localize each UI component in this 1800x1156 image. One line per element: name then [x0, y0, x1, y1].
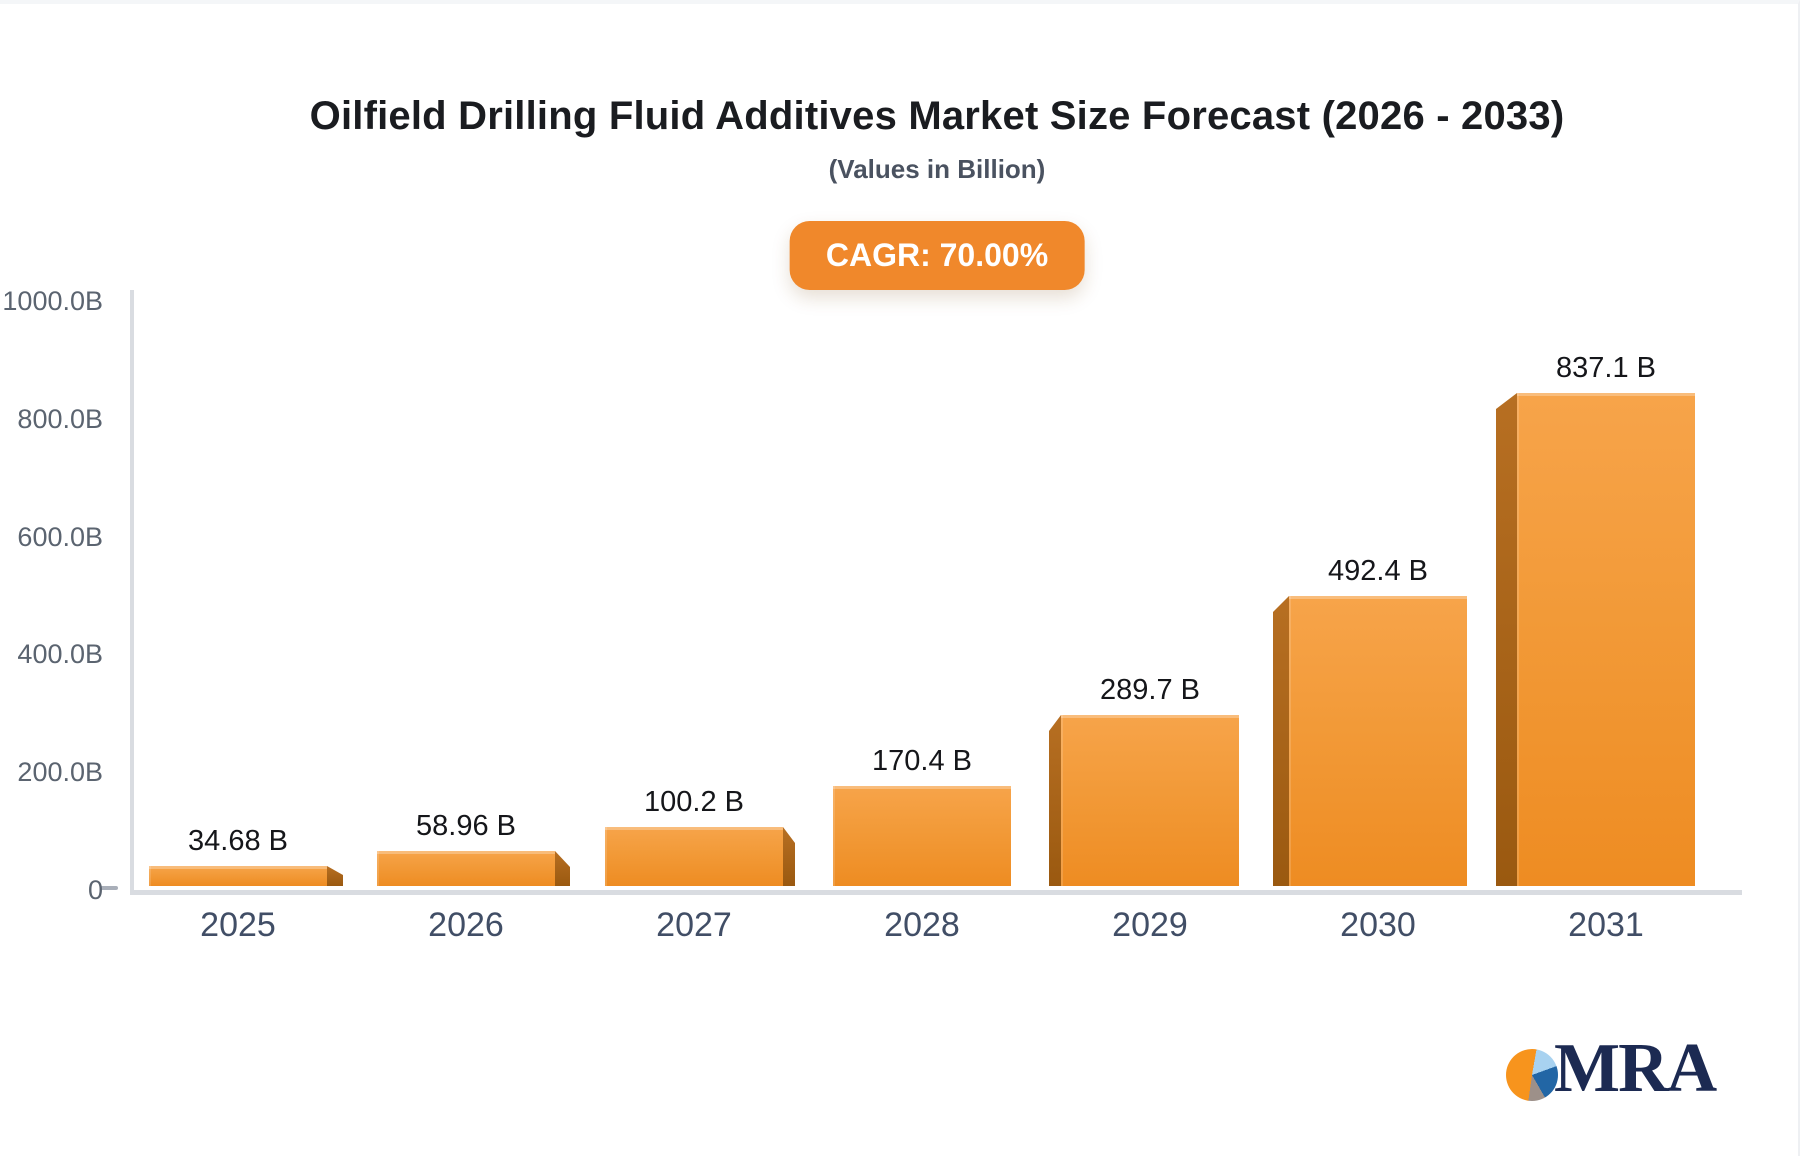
- bar-side-2027: [783, 827, 795, 886]
- zero-tick-mark: [100, 886, 118, 890]
- x-tick-label: 2025: [200, 906, 276, 944]
- logo-text: MRA: [1554, 1030, 1717, 1107]
- y-tick-label: 0: [87, 875, 103, 905]
- bar-value-label: 170.4 B: [872, 745, 972, 777]
- bar-value-label: 100.2 B: [644, 786, 744, 818]
- y-tick-label: 800.0B: [17, 403, 103, 434]
- bar-value-label: 289.7 B: [1100, 674, 1200, 706]
- bar-value-label: 34.68 B: [188, 825, 288, 857]
- bar-side-2030: [1273, 596, 1289, 886]
- y-tick-label: 200.0B: [17, 757, 103, 788]
- bar-side-2026: [555, 851, 570, 886]
- chart-title: Oilfield Drilling Fluid Additives Market…: [309, 94, 1565, 138]
- bar-2031: [1517, 393, 1695, 886]
- bar-value-label: 837.1 B: [1556, 352, 1656, 384]
- y-tick-label: 400.0B: [17, 639, 103, 670]
- x-tick-label: 2031: [1568, 906, 1644, 944]
- bar-2027: [605, 827, 783, 886]
- chart-header: Oilfield Drilling Fluid Additives Market…: [310, 92, 1565, 290]
- bar-side-2031: [1496, 393, 1517, 886]
- x-tick-label: 2029: [1112, 906, 1188, 944]
- logo-pie-icon: [1506, 1049, 1558, 1101]
- x-tick-label: 2026: [428, 906, 504, 944]
- logo: MRA: [1506, 1030, 1717, 1107]
- bar-side-2029: [1049, 715, 1061, 886]
- bar-value-label: 58.96 B: [416, 810, 516, 842]
- bar-2029: [1061, 715, 1239, 886]
- x-tick-label: 2030: [1340, 906, 1416, 944]
- bar-2030: [1289, 596, 1467, 886]
- y-axis-line: [130, 290, 134, 895]
- cagr-badge-label: CAGR: 70.00%: [825, 237, 1049, 273]
- x-tick-label: 2027: [656, 906, 732, 944]
- bar-2026: [377, 851, 555, 886]
- bar-value-label: 492.4 B: [1328, 555, 1428, 587]
- cagr-badge: CAGR: 70.00%: [789, 221, 1085, 290]
- x-axis-line: [130, 890, 1742, 895]
- chart-subtitle: (Values in Billion): [828, 154, 1046, 184]
- bar-side-2025: [327, 866, 343, 886]
- bar-2025: [149, 866, 327, 886]
- bar-2028: [833, 786, 1011, 886]
- x-tick-label: 2028: [884, 906, 960, 944]
- y-tick-label: 1000.0B: [2, 286, 103, 316]
- y-tick-label: 600.0B: [17, 521, 103, 552]
